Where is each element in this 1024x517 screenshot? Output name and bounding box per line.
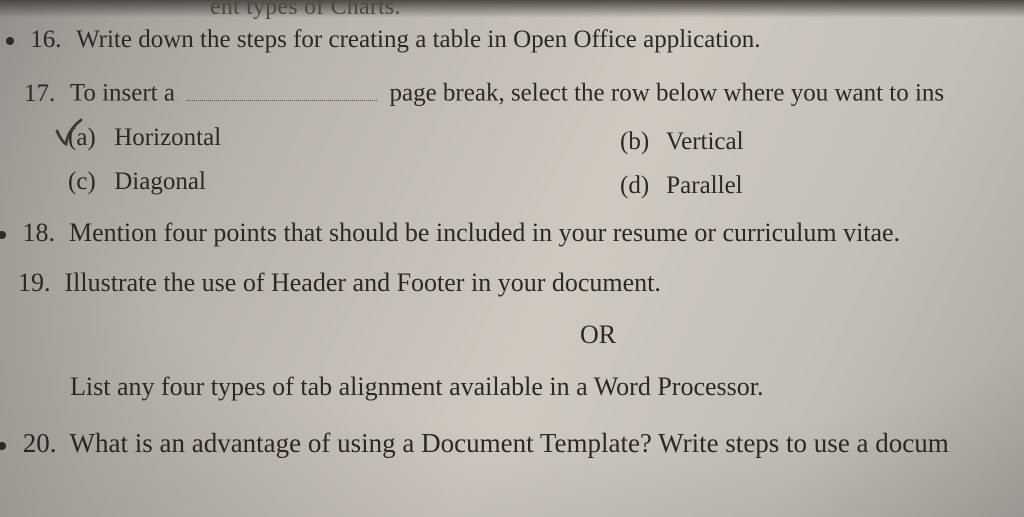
question-number: 20. <box>23 428 63 459</box>
fill-blank <box>187 78 377 101</box>
question-19-alt: List any four types of tab alignment ava… <box>70 372 763 402</box>
question-number: 19. <box>18 268 58 298</box>
option-b: (b) Vertical <box>620 128 744 156</box>
q17-tail: page break, select the row below where y… <box>389 80 944 107</box>
question-number: 18. <box>23 218 63 248</box>
question-17: 17. To insert a page break, select the r… <box>24 78 944 108</box>
option-c: (c) Diagonal <box>68 168 206 196</box>
option-a: (a) Horizontal <box>68 124 221 152</box>
option-text: Horizontal <box>114 124 221 151</box>
bullet-icon <box>0 442 6 450</box>
bullet-icon <box>0 231 6 239</box>
question-19: 19. Illustrate the use of Header and Foo… <box>18 268 661 298</box>
option-label: (a) <box>68 124 108 152</box>
option-text: Diagonal <box>114 168 206 195</box>
cutoff-text-top: ent types of Charts. <box>210 0 401 21</box>
question-text: Illustrate the use of Header and Footer … <box>65 268 661 297</box>
q17-lead: To insert a <box>70 80 175 107</box>
question-20: 20. What is an advantage of using a Docu… <box>0 428 949 459</box>
option-label: (b) <box>620 128 660 156</box>
option-d: (d) Parallel <box>620 172 743 200</box>
question-number: 17. <box>24 80 64 108</box>
option-text: Vertical <box>666 128 744 155</box>
bullet-icon <box>6 37 14 45</box>
question-text: Mention four points that should be inclu… <box>69 218 900 247</box>
or-separator: OR <box>580 320 616 350</box>
question-text: Write down the steps for creating a tabl… <box>76 26 760 53</box>
question-text: What is an advantage of using a Document… <box>70 428 949 458</box>
option-label: (c) <box>68 168 108 196</box>
option-label: (d) <box>620 172 660 200</box>
question-16: 16. Write down the steps for creating a … <box>6 26 760 54</box>
exam-page: ent types of Charts. 16. Write down the … <box>0 0 1024 517</box>
option-text: Parallel <box>666 172 742 199</box>
question-18: 18. Mention four points that should be i… <box>0 218 900 248</box>
question-number: 16. <box>30 26 70 54</box>
